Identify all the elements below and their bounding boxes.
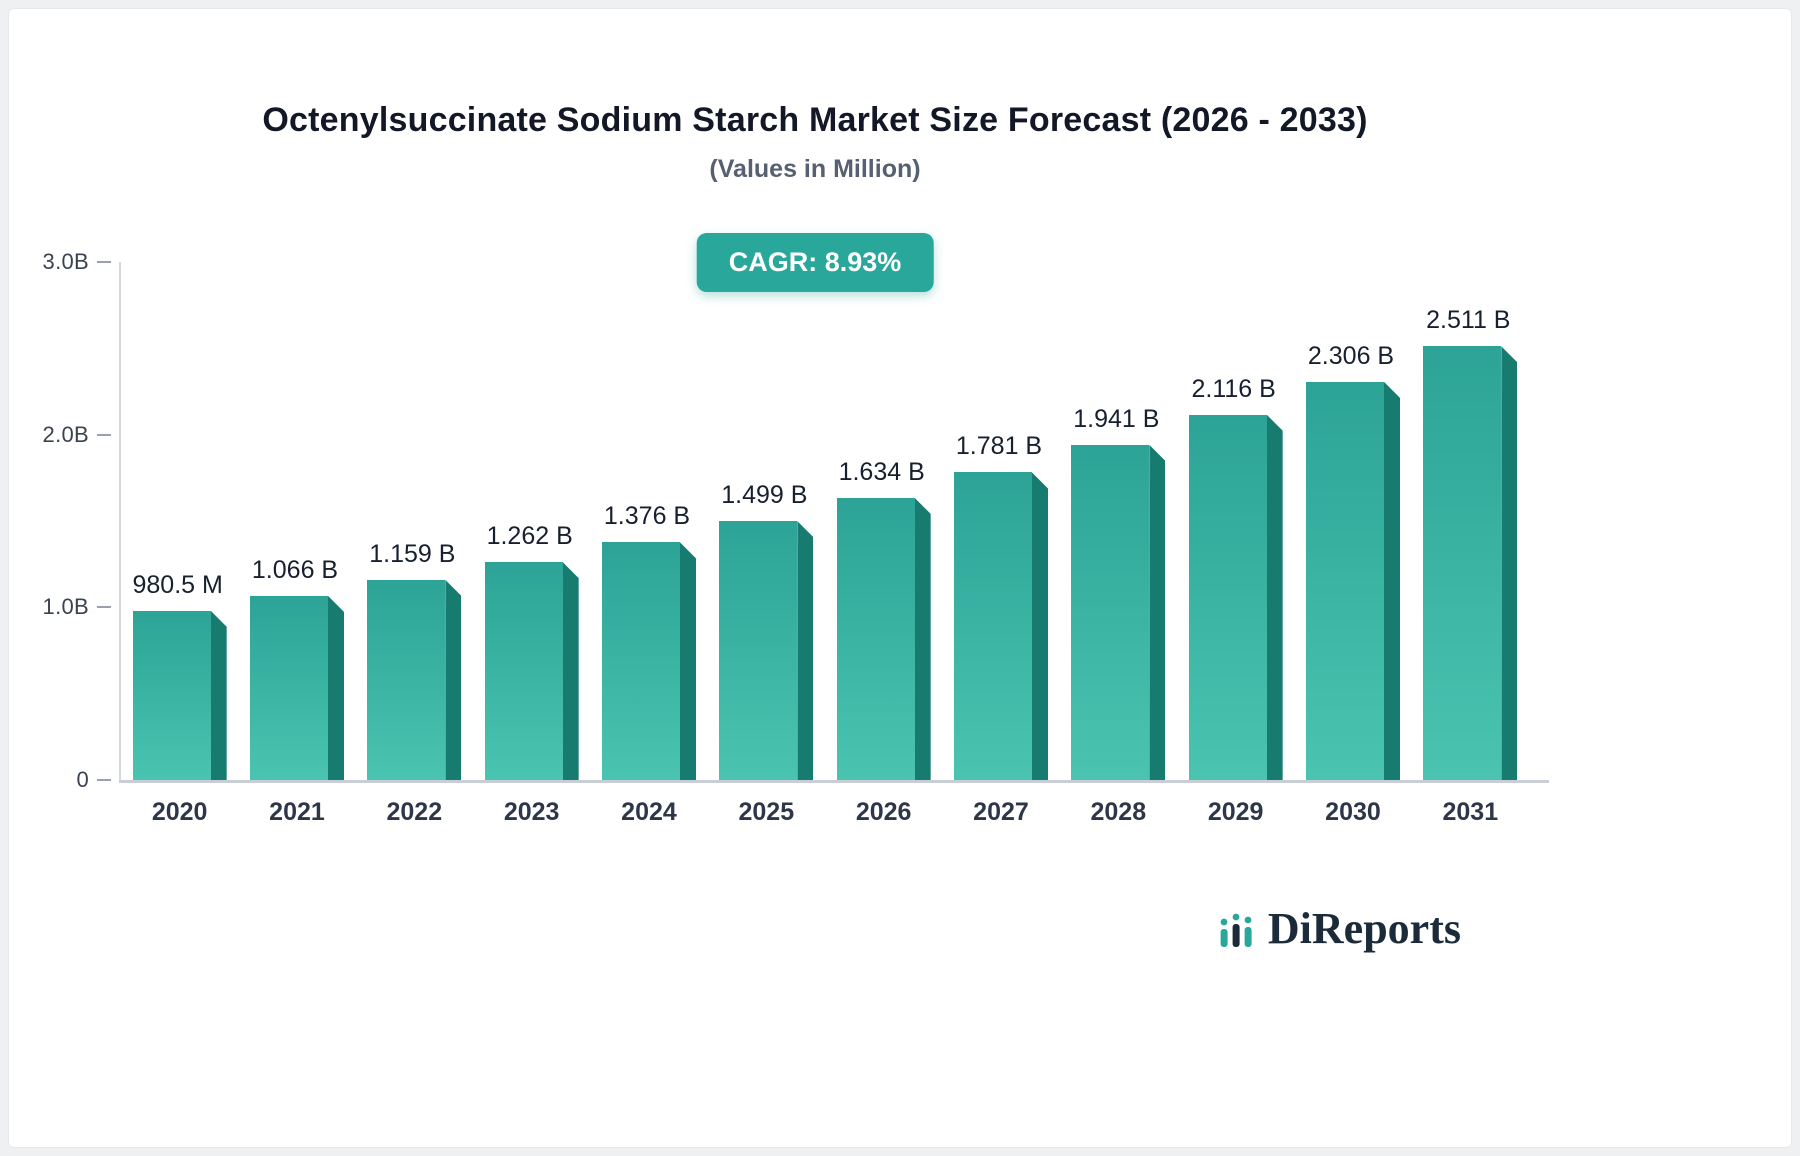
- bar-side-face: [1149, 444, 1166, 780]
- bar: [1423, 346, 1518, 780]
- bar: [132, 610, 227, 780]
- bar-value-label: 1.941 B: [1073, 404, 1160, 433]
- chart-subtitle: (Values in Million): [709, 155, 921, 183]
- bar: [836, 497, 931, 780]
- logo-text: DiReports: [1267, 904, 1461, 953]
- bar-side-face: [680, 542, 696, 780]
- y-tick-label: 1.0B: [42, 594, 89, 620]
- bar-value-label: 1.376 B: [603, 502, 691, 531]
- bar-value-label: 2.511 B: [1426, 306, 1511, 335]
- bar-side-face: [562, 562, 579, 780]
- bar-side-face: [797, 521, 814, 780]
- chart-title: Octenylsuccinate Sodium Starch Market Si…: [262, 101, 1368, 139]
- x-axis-category-label: 2028: [1090, 798, 1147, 826]
- y-tick-label: 3.0B: [42, 249, 89, 274]
- bar-side-face: [1266, 414, 1283, 780]
- bar-value-label: 980.5 M: [132, 570, 223, 599]
- bar-front-face: [1423, 346, 1502, 780]
- bar-side-face: [328, 595, 344, 780]
- y-tick-label: 2.0B: [42, 421, 89, 447]
- bar-front-face: [1071, 444, 1150, 780]
- x-axis-category-label: 2029: [1207, 798, 1264, 826]
- y-tick-mark: [97, 779, 111, 781]
- bar-front-face: [250, 595, 328, 780]
- bar-value-label: 1.159 B: [369, 539, 456, 568]
- bar-front-face: [1306, 381, 1384, 780]
- bar-side-face: [210, 610, 227, 780]
- x-axis-category-label: 2031: [1442, 798, 1499, 826]
- x-axis-category-label: 2026: [855, 798, 912, 826]
- bar-value-label: 2.116 B: [1191, 374, 1276, 403]
- bar-side-face: [914, 497, 931, 780]
- bar-front-face: [1188, 414, 1267, 780]
- bar-front-face: [132, 610, 211, 780]
- bar-front-face: [719, 521, 798, 780]
- bar-side-face: [445, 579, 462, 780]
- x-axis-category-label: 2022: [386, 798, 443, 826]
- bar-front-face: [367, 579, 446, 780]
- x-axis-line: [119, 780, 1549, 783]
- y-axis-line: [119, 262, 121, 783]
- bar-value-label: 1.781 B: [955, 432, 1043, 461]
- x-axis-category-label: 2030: [1325, 798, 1381, 826]
- x-axis-category-label: 2024: [621, 798, 677, 826]
- chart-area: Octenylsuccinate Sodium Starch Market Si…: [9, 9, 1791, 1147]
- bar-value-label: 1.066 B: [251, 555, 339, 584]
- bar: [367, 579, 462, 780]
- bar-side-face: [1501, 346, 1518, 780]
- chart-card: Octenylsuccinate Sodium Starch Market Si…: [8, 8, 1792, 1148]
- x-axis-category-label: 2023: [503, 798, 560, 826]
- bar-front-face: [836, 497, 915, 780]
- x-axis-category-label: 2027: [973, 798, 1029, 826]
- bar: [719, 521, 814, 780]
- x-axis-category-label: 2020: [151, 798, 208, 826]
- y-tick-mark: [97, 433, 111, 436]
- bar: [1306, 381, 1400, 780]
- y-tick-label: 0: [76, 767, 89, 792]
- bar-side-face: [1384, 381, 1400, 780]
- bar-front-face: [484, 562, 563, 780]
- bar-value-label: 2.306 B: [1307, 341, 1395, 370]
- cagr-badge: CAGR: 8.93%: [696, 233, 934, 292]
- brand-logo: DiReports: [1216, 907, 1461, 951]
- y-tick-mark: [97, 606, 111, 609]
- bar: [250, 595, 344, 780]
- bar: [954, 472, 1048, 780]
- bar: [1071, 444, 1166, 780]
- bar: [1188, 414, 1283, 780]
- bar: [602, 542, 696, 780]
- logo-bars-icon: [1220, 913, 1252, 947]
- bar-value-label: 1.499 B: [721, 481, 808, 510]
- bar-value-label: 1.262 B: [486, 522, 573, 551]
- bar-front-face: [954, 472, 1032, 780]
- x-axis-category-label: 2025: [738, 798, 795, 826]
- x-axis-category-label: 2021: [269, 798, 325, 826]
- bar-side-face: [1032, 472, 1048, 780]
- bar-value-label: 1.634 B: [838, 457, 925, 486]
- y-tick-mark: [97, 261, 111, 263]
- bar: [484, 562, 579, 780]
- bar-front-face: [602, 542, 680, 780]
